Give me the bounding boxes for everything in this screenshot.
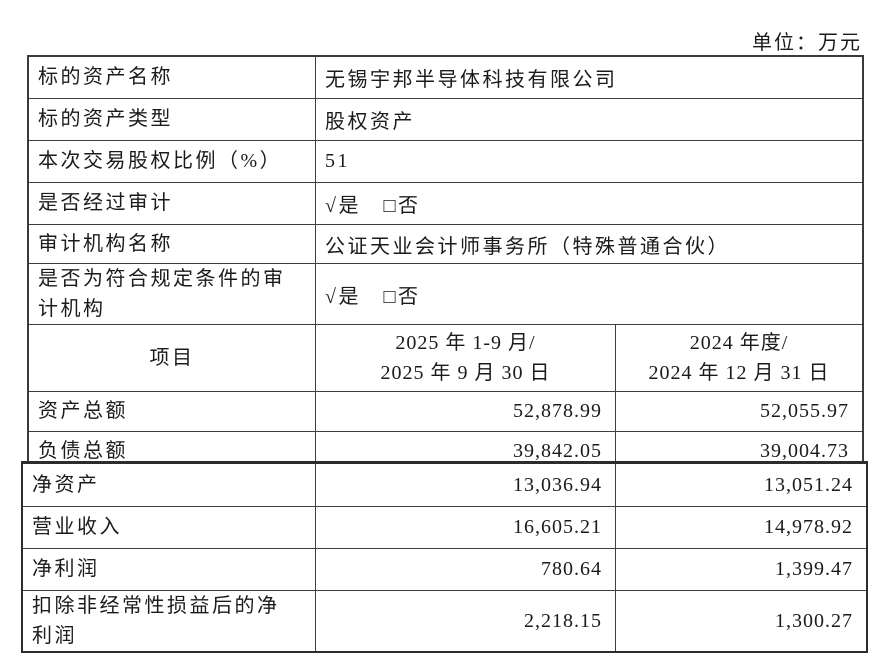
- value-prior: 1,399.47: [615, 549, 866, 590]
- row-label: 标的资产名称: [38, 66, 173, 88]
- row-label: 净利润: [32, 558, 100, 580]
- value-prior: 52,055.97: [615, 392, 862, 431]
- column-header-item: 项目: [149, 346, 195, 369]
- row-value: 无锡宇邦半导体科技有限公司: [315, 57, 862, 98]
- row-total-liabilities: 负债总额 39,842.05 39,004.73: [29, 431, 862, 471]
- row-net-assets: 净资产 13,036.94 13,051.24: [23, 464, 866, 506]
- row-label: 是否经过审计: [38, 192, 173, 214]
- row-label: 是否为符合规定条件的审 计机构: [38, 268, 286, 320]
- row-audited: 是否经过审计 √是 □否: [29, 182, 862, 224]
- row-value: 51: [315, 141, 862, 182]
- row-label: 扣除非经常性损益后的净 利润: [32, 595, 280, 647]
- audit-yes-no-value: √是 □否: [315, 183, 862, 224]
- value-current: 39,842.05: [315, 432, 615, 471]
- row-label: 资产总额: [38, 400, 128, 422]
- row-header: 项目 2025 年 1-9 月/ 2025 年 9 月 30 日 2024 年度…: [29, 324, 862, 391]
- value-current: 780.64: [315, 549, 615, 590]
- column-header-period-current: 2025 年 1-9 月/ 2025 年 9 月 30 日: [315, 325, 615, 391]
- row-label: 净资产: [32, 473, 100, 496]
- row-asset-name: 标的资产名称 无锡宇邦半导体科技有限公司: [29, 57, 862, 98]
- unit-label: 单位：万元: [752, 32, 862, 54]
- value-prior: 14,978.92: [615, 507, 866, 548]
- row-label: 审计机构名称: [38, 232, 173, 255]
- value-current: 16,605.21: [315, 507, 615, 548]
- asset-info-table: 标的资产名称 无锡宇邦半导体科技有限公司 标的资产类型 股权资产 本次交易股权比…: [27, 55, 864, 473]
- row-audit-qualified: 是否为符合规定条件的审 计机构 √是 □否: [29, 263, 862, 324]
- row-total-assets: 资产总额 52,878.99 52,055.97: [29, 391, 862, 431]
- value-prior: 1,300.27: [615, 591, 866, 651]
- row-net-profit: 净利润 780.64 1,399.47: [23, 548, 866, 590]
- value-prior: 39,004.73: [615, 432, 862, 471]
- value-prior: 13,051.24: [615, 464, 866, 506]
- value-current: 52,878.99: [315, 392, 615, 431]
- row-equity-ratio: 本次交易股权比例（%） 51: [29, 140, 862, 182]
- row-audit-firm: 审计机构名称 公证天业会计师事务所（特殊普通合伙）: [29, 224, 862, 263]
- row-revenue: 营业收入 16,605.21 14,978.92: [23, 506, 866, 548]
- row-value: 股权资产: [315, 99, 862, 140]
- row-label: 负债总额: [38, 440, 128, 462]
- row-value: 公证天业会计师事务所（特殊普通合伙）: [315, 225, 862, 263]
- column-header-period-prior: 2024 年度/ 2024 年 12 月 31 日: [615, 325, 862, 391]
- row-label: 本次交易股权比例（%）: [38, 150, 283, 172]
- row-label: 营业收入: [32, 516, 122, 538]
- financial-summary-table: 净资产 13,036.94 13,051.24 营业收入 16,605.21 1…: [21, 461, 868, 653]
- row-label: 标的资产类型: [38, 108, 173, 130]
- value-current: 2,218.15: [315, 591, 615, 651]
- row-asset-type: 标的资产类型 股权资产: [29, 98, 862, 140]
- audit-yes-no-value: √是 □否: [315, 264, 862, 324]
- row-net-profit-excl-nonrecurring: 扣除非经常性损益后的净 利润 2,218.15 1,300.27: [23, 590, 866, 651]
- value-current: 13,036.94: [315, 464, 615, 506]
